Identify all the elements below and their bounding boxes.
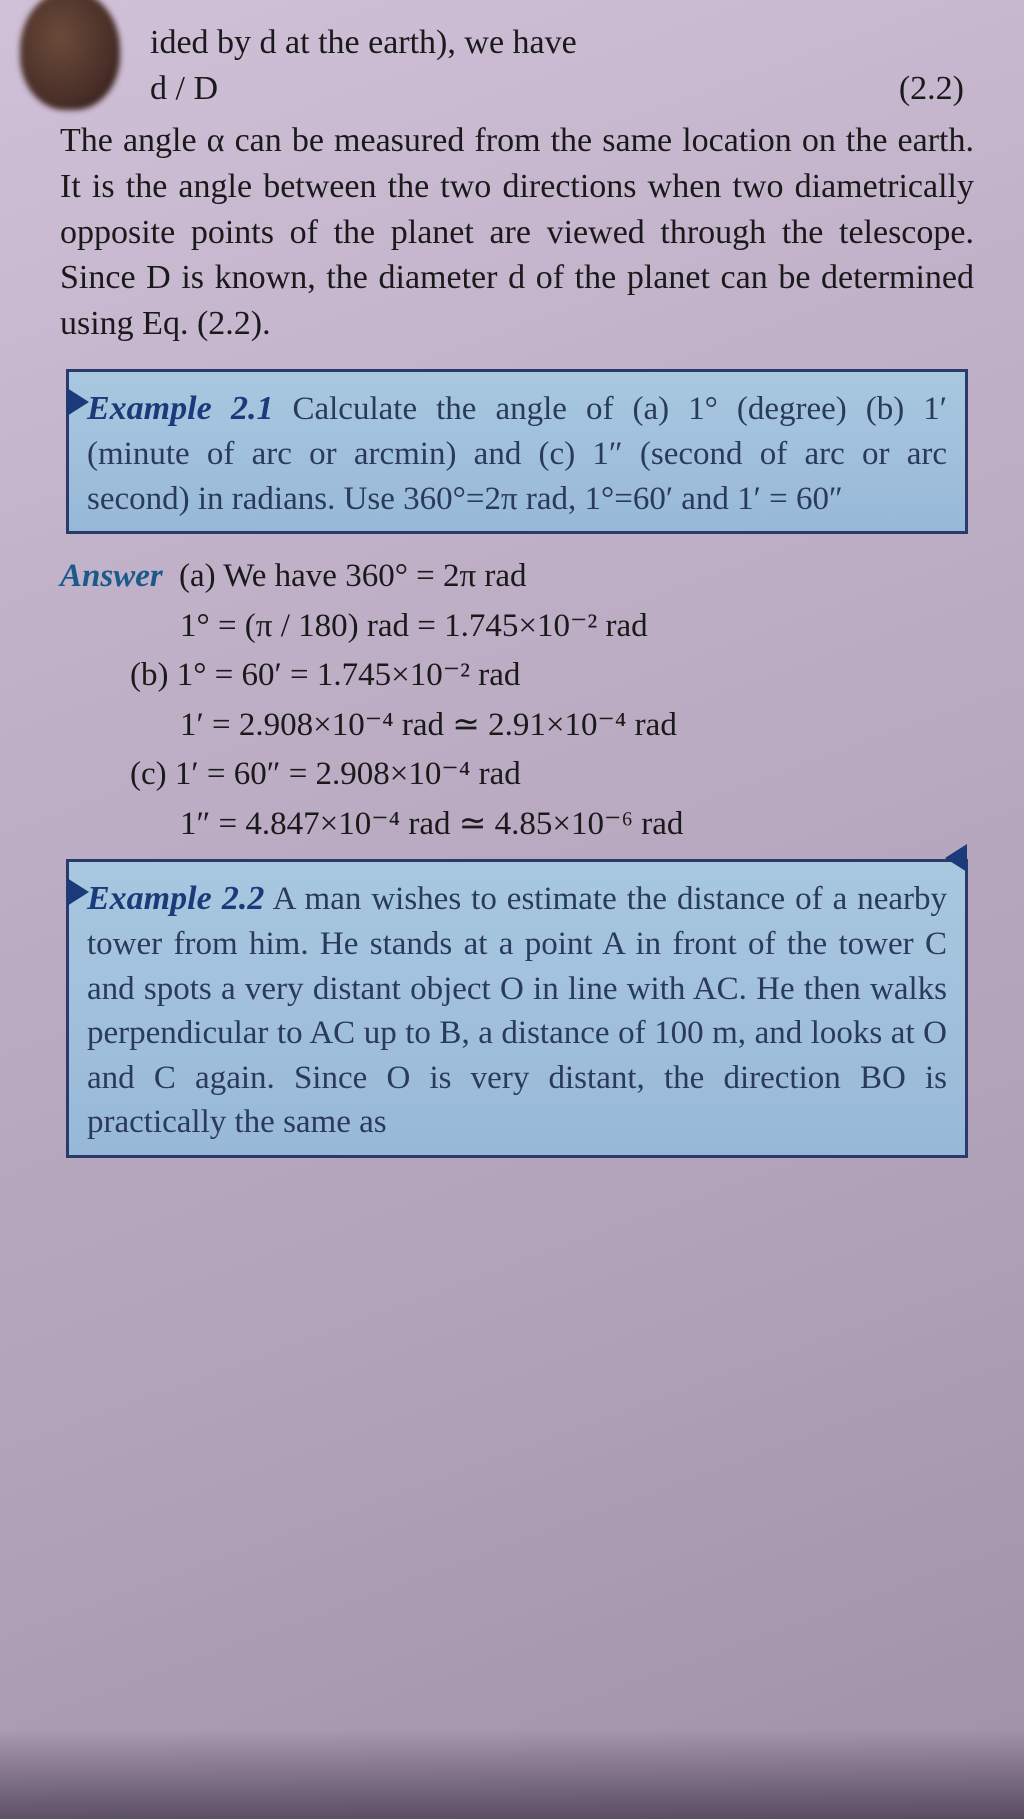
answer-c2: 1″ = 4.847×10⁻⁴ rad ≃ 4.85×10⁻⁶ rad (180, 800, 974, 850)
page-bottom-shadow (0, 1729, 1024, 1819)
intro-fragment: ided by d at the earth), we have (150, 20, 577, 66)
answer-b2: 1′ = 2.908×10⁻⁴ rad ≃ 2.91×10⁻⁴ rad (180, 701, 974, 751)
example-2-2-body: A man wishes to estimate the distance of… (87, 881, 947, 1140)
answer-c1: (c) 1′ = 60″ = 2.908×10⁻⁴ rad (130, 750, 974, 800)
answer-b1: (b) 1° = 60′ = 1.745×10⁻² rad (130, 651, 974, 701)
intro-line-1: ided by d at the earth), we have (150, 20, 974, 66)
answer-a2: 1° = (π / 180) rad = 1.745×10⁻² rad (180, 602, 974, 652)
answer-2-1: Answer (a) We have 360° = 2π rad 1° = (π… (60, 552, 974, 849)
answer-label: Answer (60, 552, 163, 602)
answer-line-a1: Answer (a) We have 360° = 2π rad (60, 552, 974, 602)
triangle-right-icon (67, 388, 89, 416)
example-2-2-title: Example 2.2 (87, 880, 264, 917)
equation-line: d / D (2.2) (150, 66, 974, 112)
equation: d / D (150, 66, 218, 112)
intro-paragraph: The angle α can be measured from the sam… (60, 118, 974, 347)
example-2-1-box: Example 2.1 Calculate the angle of (a) 1… (66, 369, 968, 534)
thumb-shadow (20, 0, 120, 110)
equation-number: (2.2) (899, 66, 964, 112)
textbook-page: ided by d at the earth), we have d / D (… (0, 0, 1024, 1819)
example-2-2-content: Example 2.2 A man wishes to estimate the… (87, 876, 947, 1145)
triangle-left-icon (945, 844, 967, 872)
example-2-2-box: Example 2.2 A man wishes to estimate the… (66, 859, 968, 1158)
triangle-right-icon (67, 878, 89, 906)
answer-a1: (a) We have 360° = 2π rad (179, 558, 527, 594)
example-2-1-title: Example 2.1 (87, 390, 273, 427)
example-2-1-content: Example 2.1 Calculate the angle of (a) 1… (87, 386, 947, 521)
